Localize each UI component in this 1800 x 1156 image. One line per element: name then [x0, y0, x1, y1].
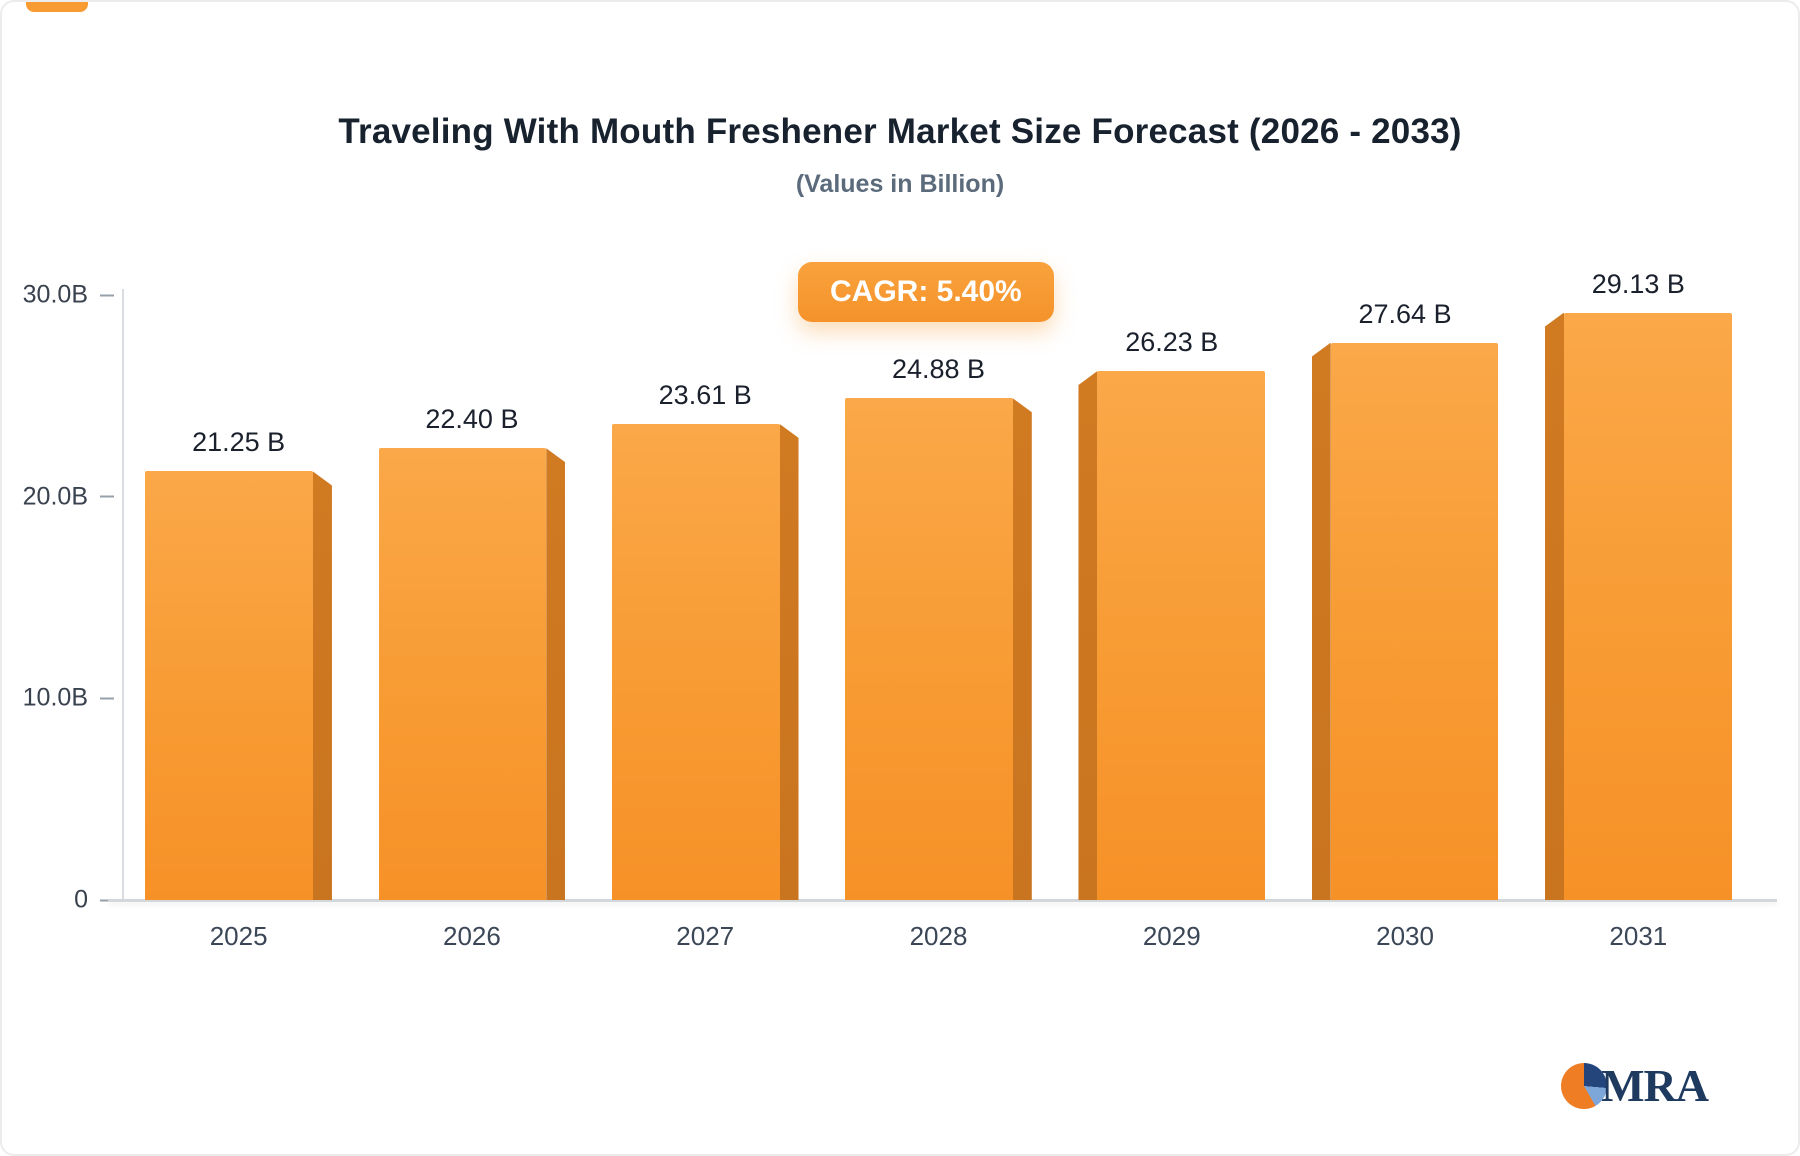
top-left-accent	[26, 0, 88, 12]
bar-value-label: 21.25 B	[192, 427, 286, 458]
bar-face	[611, 423, 780, 900]
bar-side-3d	[312, 471, 332, 900]
y-tick-label: 0	[74, 885, 88, 914]
x-axis-label-2031: 2031	[1609, 921, 1668, 951]
bar-2025: 21.25 B	[145, 427, 332, 900]
bar-value-label: 23.61 B	[658, 379, 752, 410]
bar-value-label: 22.40 B	[425, 404, 519, 435]
logo-text: MRA	[1601, 1060, 1709, 1111]
bar-column-2029: 26.23 B 2029	[1055, 295, 1288, 951]
plot-area: 0 10.0B 20.0B 30.0B 21.25 B 2025 22.40 B 2026 2…	[23, 269, 1777, 951]
x-axis-label-2030: 2030	[1376, 921, 1434, 951]
bar-face	[1330, 342, 1499, 900]
chart-subtitle: (Values in Billion)	[795, 170, 1005, 198]
bar-side-3d	[1078, 371, 1098, 900]
y-tick-label: 20.0B	[22, 482, 88, 511]
bar-face	[1564, 312, 1732, 900]
bar-face	[1097, 371, 1266, 900]
bar-side-3d	[1311, 342, 1331, 900]
bar-side-3d	[1012, 398, 1032, 900]
bar-face	[845, 398, 1013, 900]
logo-pie-icon	[1561, 1062, 1608, 1109]
bar-column-2025: 21.25 B 2025	[122, 295, 355, 951]
bar-column-2028: 24.88 B 2028	[822, 295, 1055, 951]
x-axis-label-2026: 2026	[443, 921, 501, 951]
x-axis-label-2028: 2028	[909, 921, 968, 951]
y-tick-mark	[100, 495, 114, 498]
y-tick-20.0B: 20.0B	[23, 482, 122, 511]
bar-value-label: 26.23 B	[1125, 327, 1219, 358]
y-axis: 0 10.0B 20.0B 30.0B	[23, 281, 1755, 914]
chart-title: Traveling With Mouth Freshener Market Si…	[338, 112, 1462, 151]
y-tick-10.0B: 10.0B	[23, 684, 122, 713]
bar-column-2030: 27.64 B 2030	[1288, 295, 1521, 951]
bar-2029: 26.23 B	[1078, 327, 1266, 900]
y-tick-mark	[100, 697, 114, 700]
y-tick-mark	[100, 899, 114, 901]
bar-side-3d	[779, 423, 799, 900]
bar-column-2031: 29.13 B 2031	[1522, 269, 1755, 951]
x-axis-label-2029: 2029	[1142, 921, 1201, 951]
bar-value-label: 24.88 B	[891, 354, 986, 385]
bar-value-label: 27.64 B	[1358, 298, 1452, 329]
y-tick-0: 0	[74, 886, 122, 915]
bar-column-2026: 22.40 B 2026	[355, 295, 588, 951]
bar-2030: 27.64 B	[1311, 299, 1499, 900]
x-axis-label-2025: 2025	[209, 921, 268, 951]
y-tick-label: 10.0B	[22, 683, 88, 712]
bar-side-3d	[1545, 312, 1565, 900]
bar-2027: 23.61 B	[611, 380, 799, 900]
y-tick-label: 30.0B	[22, 280, 88, 309]
bar-face	[378, 448, 547, 900]
bar-face	[145, 471, 313, 900]
bar-2026: 22.40 B	[378, 404, 566, 900]
logo: MRA	[1561, 1059, 1709, 1112]
x-axis-label-2027: 2027	[676, 921, 735, 951]
y-tick-mark	[100, 294, 114, 296]
bar-value-label: 29.13 B	[1591, 268, 1685, 299]
bar-side-3d	[546, 448, 566, 900]
bar-2031: 29.13 B	[1545, 269, 1732, 900]
bars-area: 21.25 B 2025 22.40 B 2026 23.61 B 2027 24.88 B…	[122, 269, 1755, 951]
bar-column-2027: 23.61 B 2027	[589, 295, 822, 951]
cagr-badge: CAGR: 5.40%	[798, 262, 1054, 322]
y-tick-30.0B: 30.0B	[23, 281, 122, 310]
bar-2028: 24.88 B	[845, 354, 1032, 900]
